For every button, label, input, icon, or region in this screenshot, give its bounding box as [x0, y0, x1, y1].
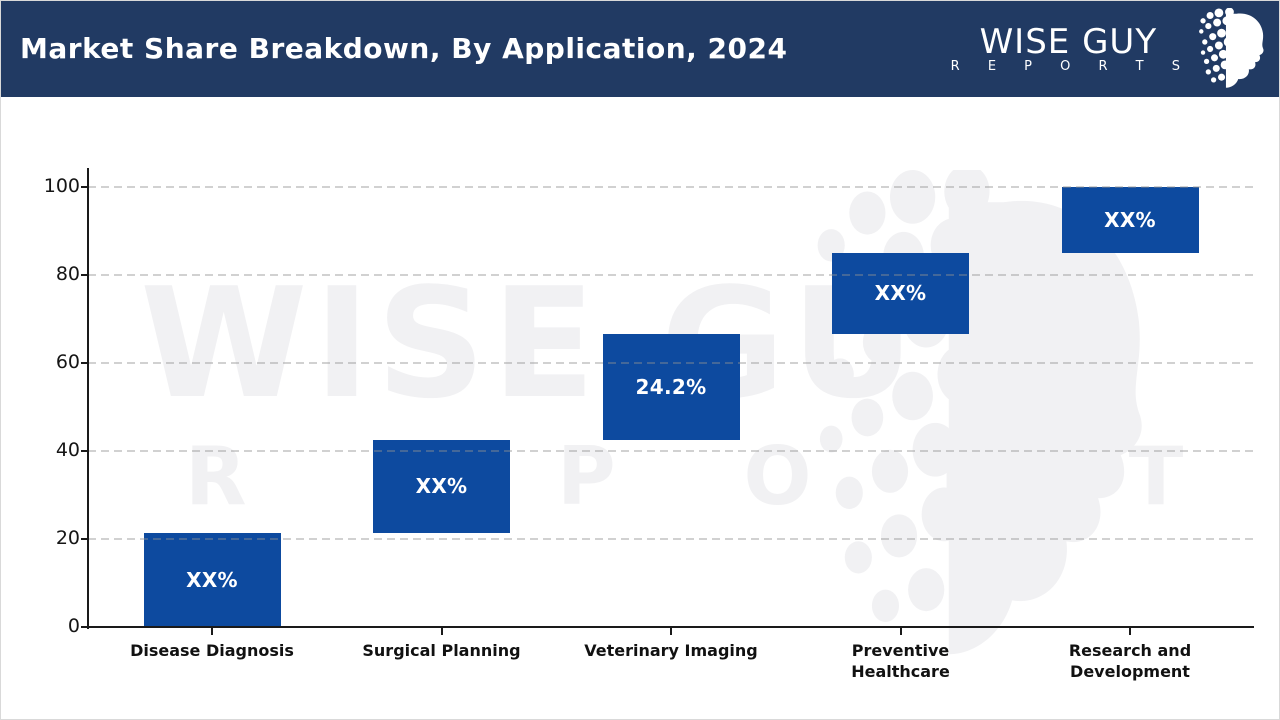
header-bar: Market Share Breakdown, By Application, …: [0, 0, 1280, 97]
bar-value-label: XX%: [186, 567, 238, 592]
y-tick-mark: [81, 362, 88, 364]
y-gridline: [88, 538, 1253, 540]
y-tick-mark: [81, 186, 88, 188]
y-gridline: [88, 362, 1253, 364]
bar-disease-diagnosis: XX%: [143, 532, 281, 627]
y-axis-line: [87, 168, 89, 629]
y-tick-mark: [81, 626, 88, 628]
y-tick-label: 60: [55, 351, 80, 373]
x-category-label: Veterinary Imaging: [584, 641, 758, 660]
brand-subtitle: R E P O R T S: [950, 58, 1192, 74]
x-tick-mark: [670, 628, 672, 635]
brand-logo-text: WISE GUY R E P O R T S: [945, 24, 1192, 74]
chart-title: Market Share Breakdown, By Application, …: [20, 32, 788, 65]
x-category-label: Research and Development: [1068, 641, 1192, 681]
bar-research-and-development: XX%: [1061, 187, 1199, 253]
x-category-label: Disease Diagnosis: [130, 641, 294, 660]
bar-preventive-healthcare: XX%: [832, 252, 969, 334]
bar-value-label: 24.2%: [635, 374, 707, 399]
y-gridline: [88, 186, 1253, 188]
y-gridline: [88, 274, 1253, 276]
x-tick-mark: [1129, 628, 1131, 635]
y-tick-mark: [81, 450, 88, 452]
x-category-label: Preventive Healthcare: [851, 641, 950, 681]
bar-value-label: XX%: [1104, 207, 1156, 232]
y-tick-mark: [81, 538, 88, 540]
watermark-head-graphic: [810, 170, 1142, 655]
y-gridline: [88, 450, 1253, 452]
y-tick-label: 20: [55, 527, 80, 549]
brand-head-icon: [1199, 7, 1264, 88]
y-tick-label: 80: [55, 263, 80, 285]
x-category-label: Surgical Planning: [362, 641, 521, 660]
x-tick-mark: [440, 628, 443, 635]
x-tick-mark: [899, 628, 902, 635]
y-tick-label: 100: [43, 175, 80, 197]
brand-logo: WISE GUY R E P O R T S: [945, 7, 1280, 90]
y-tick-label: 40: [55, 439, 80, 461]
x-axis-line: [87, 626, 1254, 628]
x-tick-mark: [211, 628, 213, 635]
y-tick-mark: [81, 274, 88, 276]
brand-name: WISE GUY: [979, 21, 1158, 62]
bar-veterinary-imaging: 24.2%: [602, 333, 740, 440]
bar-value-label: XX%: [415, 474, 468, 499]
y-tick-label: 0: [67, 615, 80, 637]
bar-surgical-planning: XX%: [373, 440, 510, 533]
bar-value-label: XX%: [874, 281, 927, 306]
